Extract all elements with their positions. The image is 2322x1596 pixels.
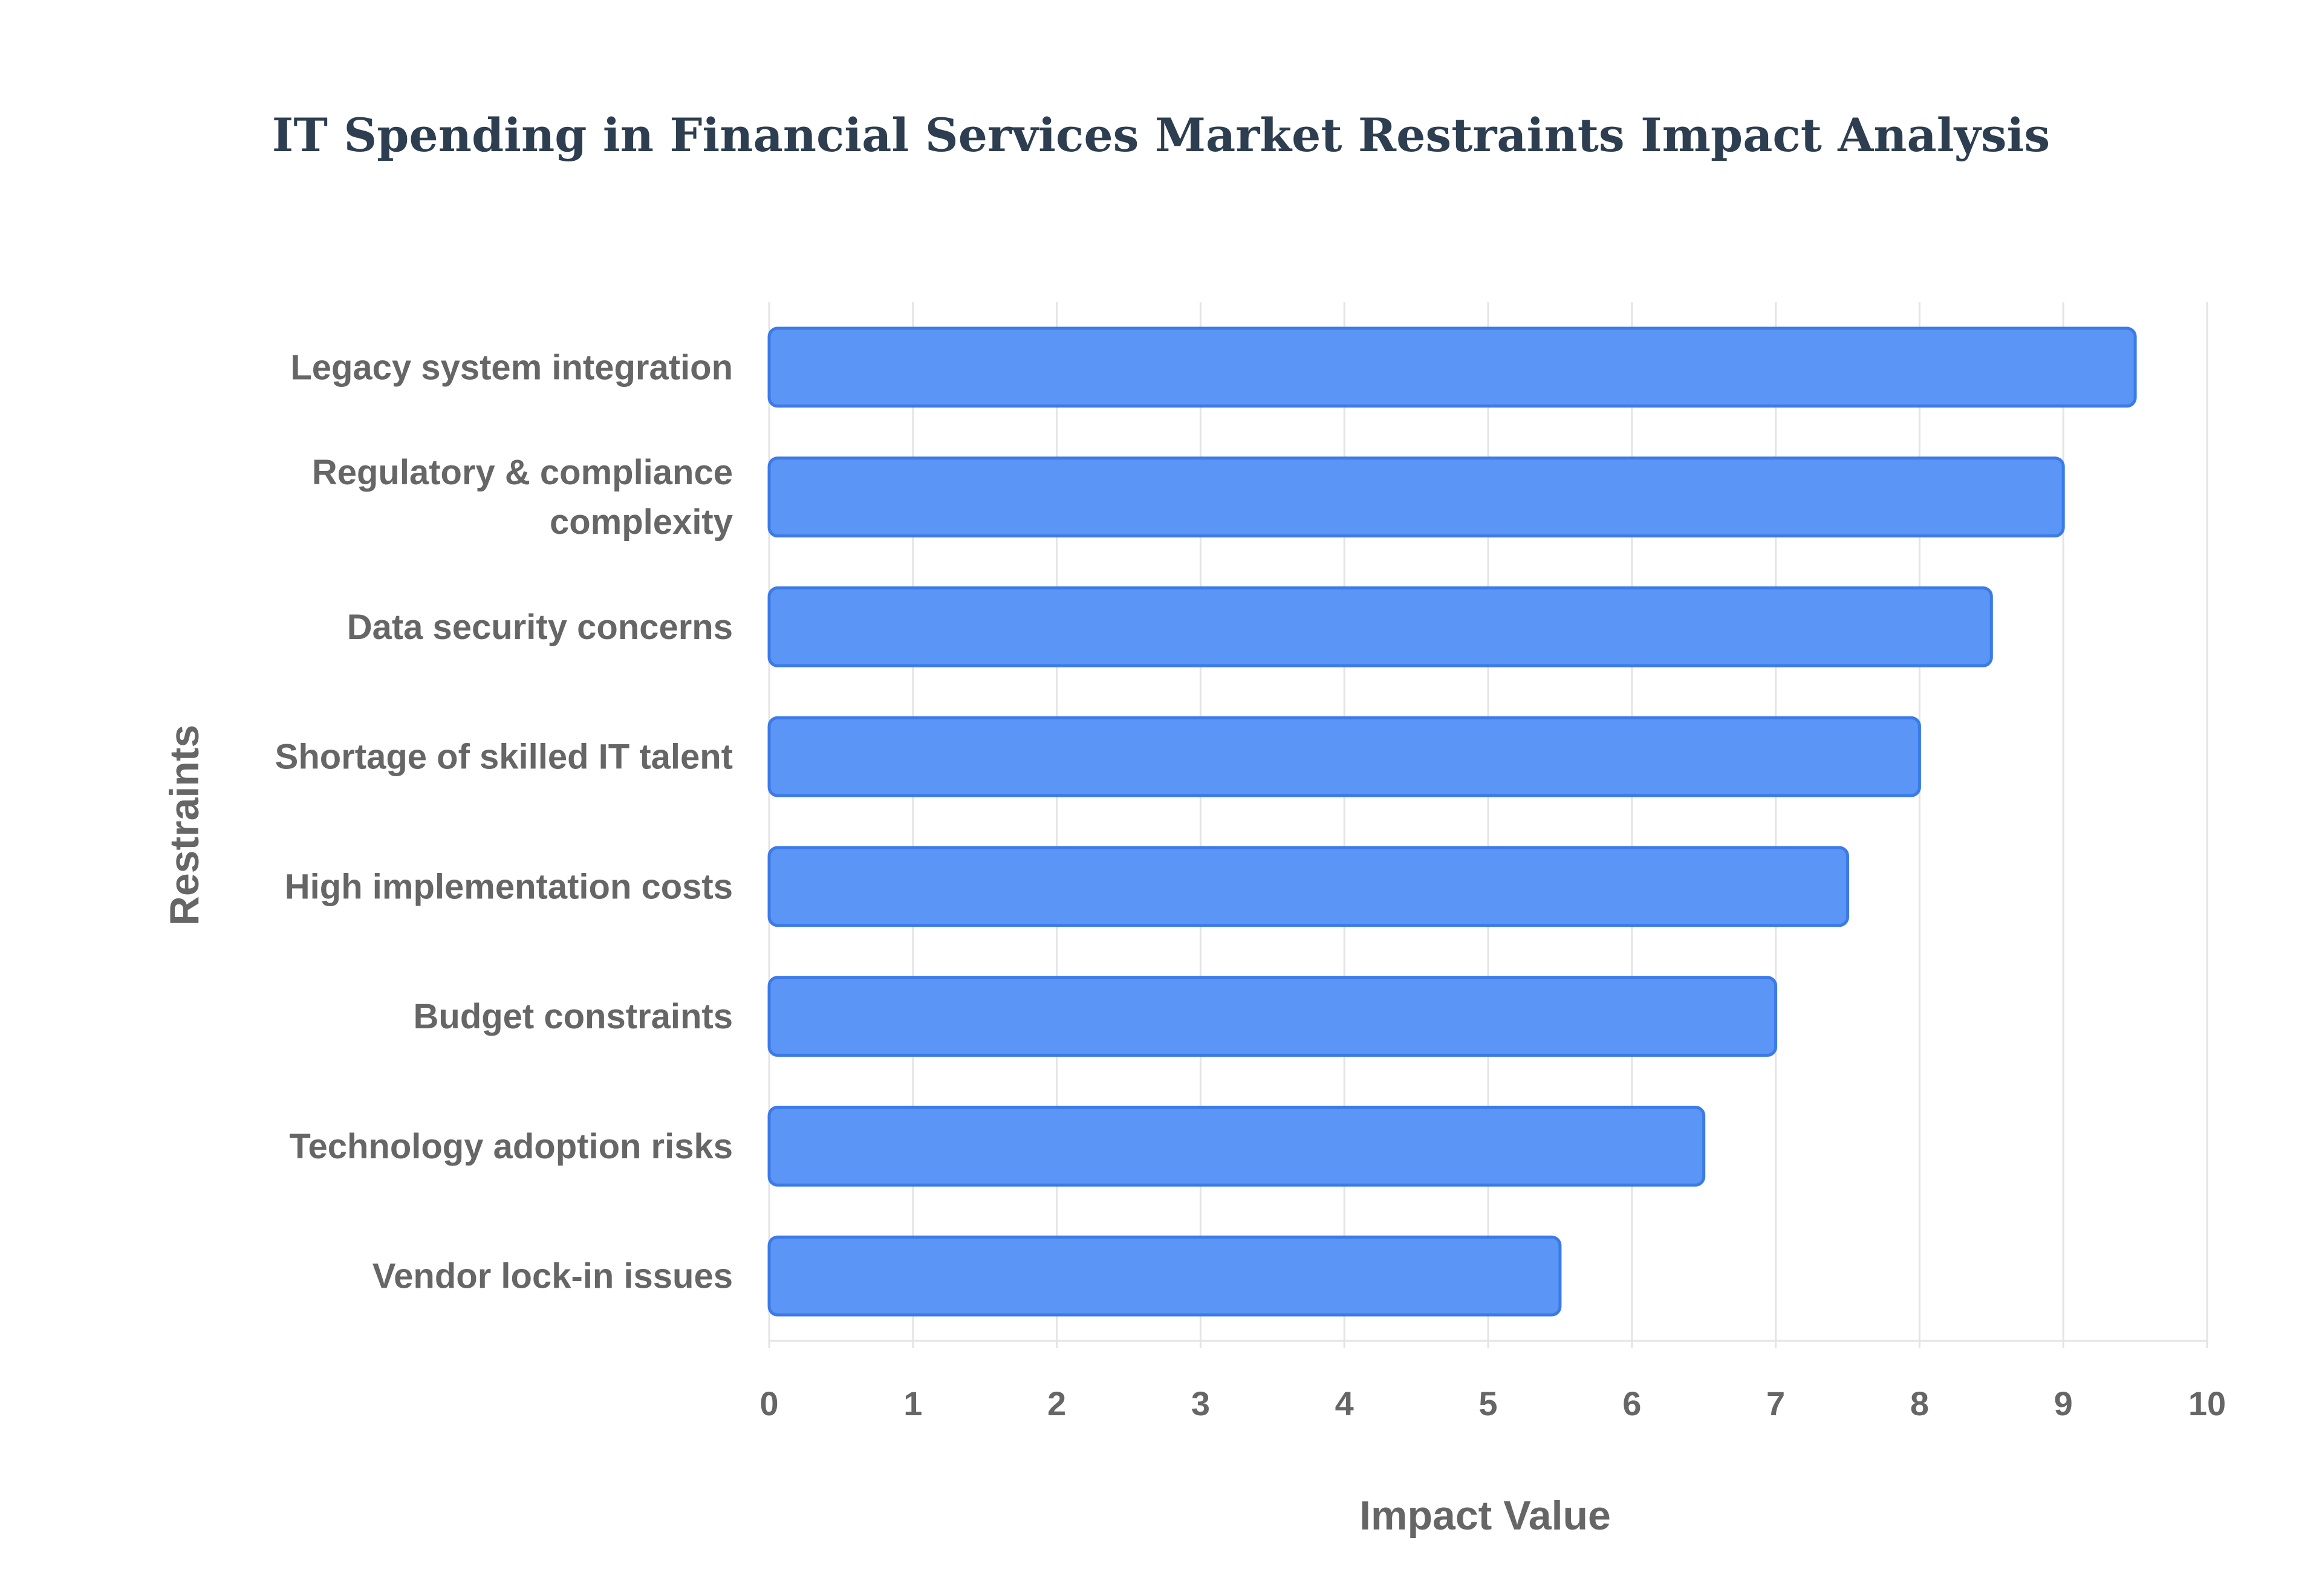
x-tick-labels: 0 1 2 3 4 5 6 7 8 9 10	[759, 1384, 2226, 1422]
bar	[767, 976, 1778, 1057]
bar	[767, 586, 1993, 667]
category-label: Shortage of skilled IT talent	[275, 738, 733, 777]
category-label-line: complexity	[550, 502, 733, 542]
bar	[767, 1105, 1706, 1187]
x-tick-label: 3	[1191, 1384, 1210, 1422]
bar	[767, 846, 1849, 927]
x-tick-label: 1	[903, 1384, 922, 1422]
bar	[767, 326, 2137, 408]
bar	[767, 716, 1921, 797]
category-label: High implementation costs	[285, 867, 733, 906]
chart-title: IT Spending in Financial Services Market…	[272, 108, 2050, 162]
category-label: Budget constraints	[414, 997, 733, 1036]
bars	[767, 326, 2137, 1317]
bar	[767, 1235, 1562, 1317]
category-label: Legacy system integration	[290, 348, 733, 387]
y-axis-title: Restraints	[161, 725, 207, 926]
category-label: Regulatory & compliance complexity	[312, 453, 733, 542]
x-tick-label: 8	[1910, 1384, 1929, 1422]
category-label-line: Data security concerns	[347, 608, 733, 647]
category-label: Vendor lock-in issues	[372, 1257, 733, 1296]
x-tick-label: 7	[1766, 1384, 1785, 1422]
x-tick-label: 0	[759, 1384, 778, 1422]
bar	[767, 456, 2065, 538]
x-tick-label: 9	[2054, 1384, 2073, 1422]
category-label: Data security concerns	[347, 608, 733, 647]
category-labels: Legacy system integration Regulatory & co…	[275, 348, 733, 1296]
category-label-line: Regulatory & compliance	[312, 453, 733, 492]
category-label-line: Budget constraints	[414, 997, 733, 1036]
category-label-line: High implementation costs	[285, 867, 733, 906]
category-label-line: Shortage of skilled IT talent	[275, 738, 733, 777]
category-label-line: Legacy system integration	[290, 348, 733, 387]
x-tick-label: 4	[1335, 1384, 1354, 1422]
x-tick-label: 10	[2188, 1384, 2226, 1422]
x-tick-label: 2	[1047, 1384, 1066, 1422]
category-label-line: Technology adoption risks	[289, 1127, 733, 1166]
category-label: Technology adoption risks	[289, 1127, 733, 1166]
category-label-line: Vendor lock-in issues	[372, 1257, 733, 1296]
x-tick-label: 5	[1478, 1384, 1497, 1422]
x-axis-title: Impact Value	[1359, 1493, 1611, 1539]
x-tick-label: 6	[1622, 1384, 1641, 1422]
